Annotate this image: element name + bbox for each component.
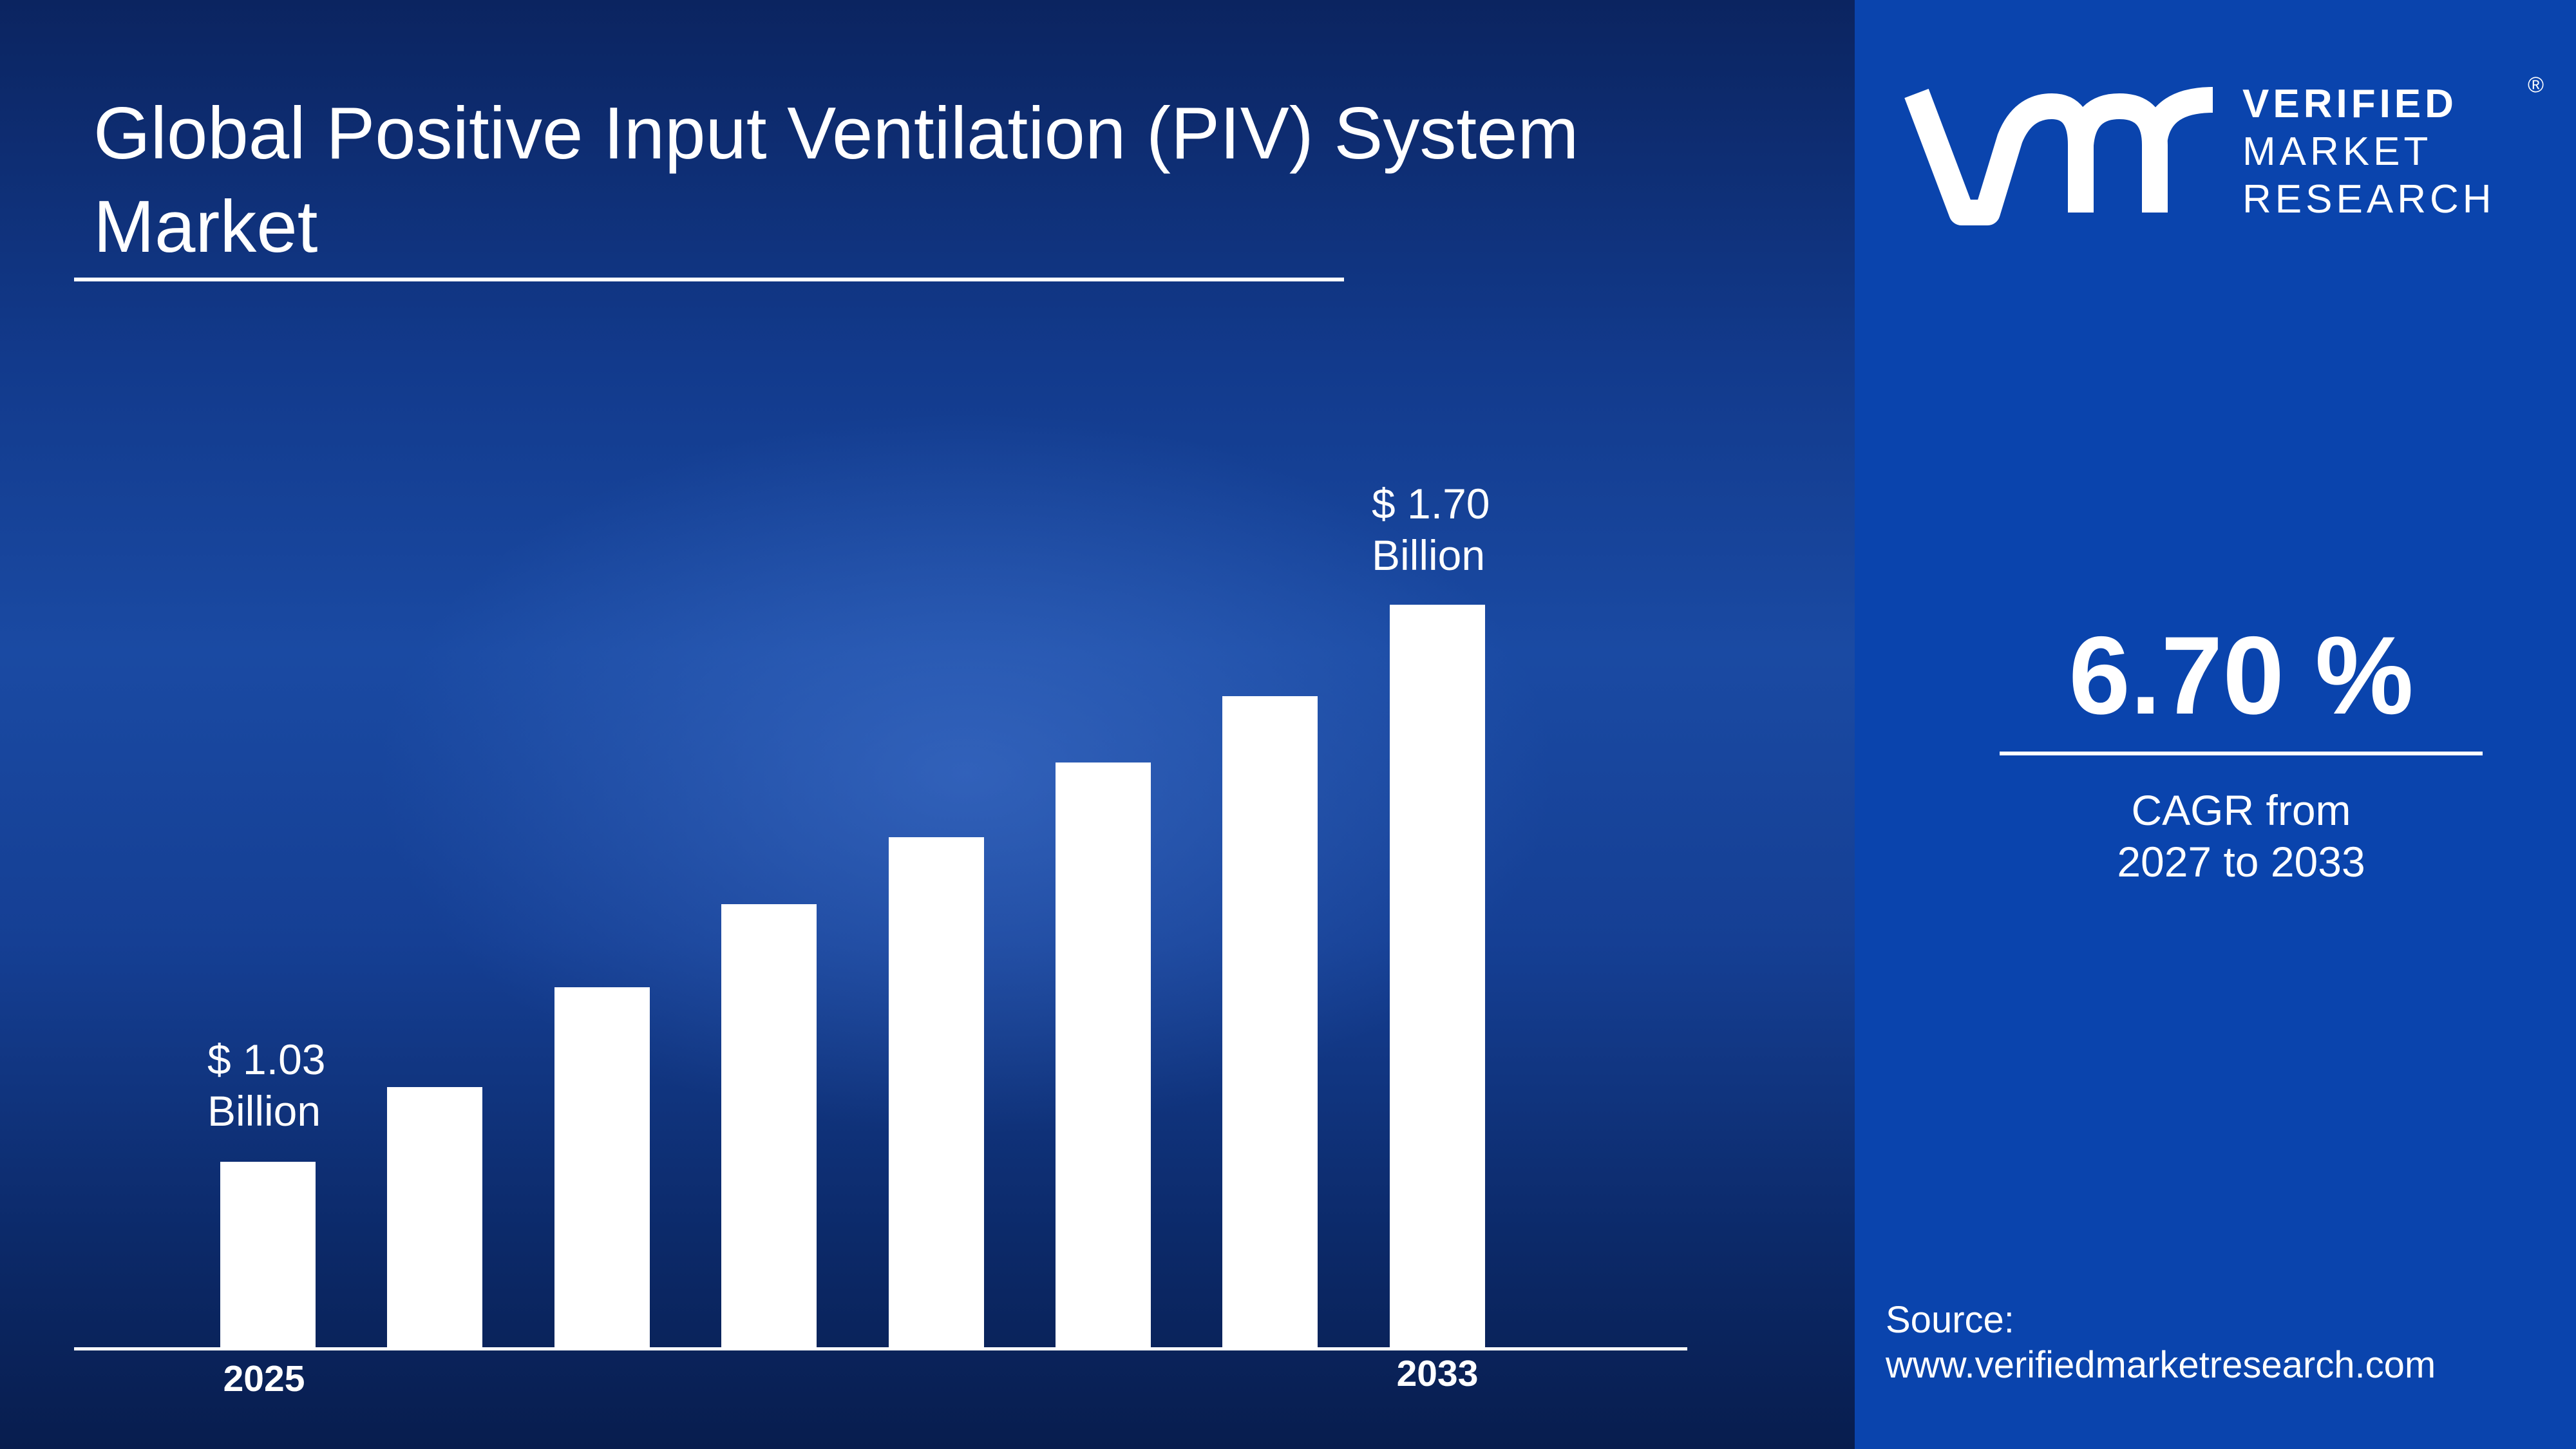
title-line-1: Global Positive Input Ventilation (PIV) … bbox=[93, 93, 1579, 175]
logo-wordmark: VERIFIED MARKET RESEARCH bbox=[2242, 80, 2496, 223]
data-label-2033: $ 1.70 Billion bbox=[1372, 478, 1490, 581]
logo-word-2: MARKET bbox=[2242, 129, 2432, 174]
bar-year-6 bbox=[1056, 762, 1151, 1349]
bar-year-4 bbox=[721, 904, 817, 1349]
title-underline bbox=[74, 278, 1344, 281]
summary-panel bbox=[1855, 0, 2576, 1449]
data-label-unit: Billion bbox=[1372, 531, 1486, 579]
cagr-description-line-2: 2027 to 2033 bbox=[2117, 838, 2365, 886]
bar-year-2 bbox=[387, 1086, 483, 1349]
x-tick-label-2025: 2025 bbox=[223, 1358, 305, 1399]
bar-2033 bbox=[1389, 605, 1485, 1349]
data-label-unit: Billion bbox=[207, 1087, 321, 1135]
bar-2025 bbox=[220, 1162, 316, 1349]
cagr-divider bbox=[2000, 752, 2483, 755]
data-label-2025: $ 1.03 Billion bbox=[207, 1034, 326, 1137]
logo-word-1: VERIFIED bbox=[2242, 82, 2458, 126]
data-label-value: $ 1.03 bbox=[207, 1036, 326, 1083]
source-label: Source: bbox=[1886, 1299, 2014, 1341]
logo-word-3: RESEARCH bbox=[2242, 177, 2496, 222]
bar-year-3 bbox=[554, 987, 650, 1349]
data-label-value: $ 1.70 bbox=[1372, 480, 1490, 527]
verified-market-research-logo-icon bbox=[1904, 87, 2213, 225]
cagr-value: 6.70 % bbox=[2069, 614, 2414, 737]
registered-mark: ® bbox=[2528, 73, 2544, 97]
chart-title: Global Positive Input Ventilation (PIV) … bbox=[93, 87, 1845, 274]
source-url[interactable]: www.verifiedmarketresearch.com bbox=[1886, 1344, 2436, 1386]
x-axis-line bbox=[74, 1347, 1687, 1350]
x-tick-label-2033: 2033 bbox=[1396, 1353, 1479, 1394]
bar-year-5 bbox=[888, 837, 984, 1349]
bar-year-7 bbox=[1222, 696, 1318, 1349]
cagr-description-line-1: CAGR from bbox=[2131, 786, 2351, 834]
chart-panel: Global Positive Input Ventilation (PIV) … bbox=[0, 0, 1855, 1449]
title-line-2: Market bbox=[93, 186, 318, 268]
